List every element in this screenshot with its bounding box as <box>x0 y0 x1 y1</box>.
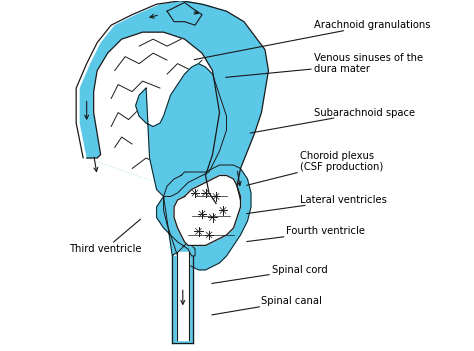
Polygon shape <box>80 1 268 204</box>
Text: Fourth ventricle: Fourth ventricle <box>247 226 365 241</box>
Polygon shape <box>136 64 227 197</box>
Text: Venous sinuses of the
dura mater: Venous sinuses of the dura mater <box>226 53 423 77</box>
Text: Subarachnoid space: Subarachnoid space <box>250 107 415 133</box>
Polygon shape <box>176 252 189 340</box>
Text: Lateral ventricles: Lateral ventricles <box>247 195 387 213</box>
Polygon shape <box>174 176 240 245</box>
Polygon shape <box>156 197 195 256</box>
Text: Spinal cord: Spinal cord <box>212 265 328 284</box>
Text: Third ventricle: Third ventricle <box>69 219 142 254</box>
Text: Spinal canal: Spinal canal <box>212 296 322 315</box>
Polygon shape <box>87 32 219 204</box>
Polygon shape <box>164 165 251 270</box>
Polygon shape <box>173 256 193 343</box>
Polygon shape <box>174 176 240 245</box>
Text: Arachnoid granulations: Arachnoid granulations <box>194 20 430 60</box>
Polygon shape <box>167 2 202 25</box>
Text: Choroid plexus
(CSF production): Choroid plexus (CSF production) <box>246 151 383 185</box>
